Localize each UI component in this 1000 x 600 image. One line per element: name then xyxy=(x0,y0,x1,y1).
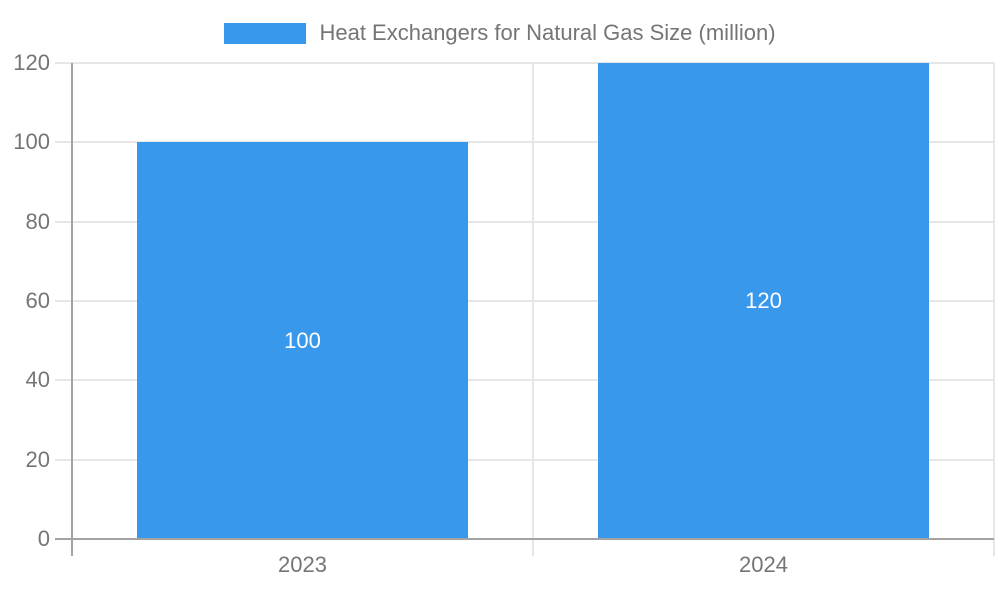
y-axis-tick-label: 60 xyxy=(25,288,50,313)
legend-swatch xyxy=(224,22,307,44)
x-axis-tick-label: 2023 xyxy=(278,552,327,577)
gridline-y xyxy=(55,220,994,223)
legend-title: Heat Exchangers for Natural Gas Size (mi… xyxy=(319,20,776,45)
x-axis-line xyxy=(55,538,994,540)
gridline-y xyxy=(55,458,994,461)
gridline-x xyxy=(532,63,534,556)
bar-2023[interactable] xyxy=(136,142,469,539)
y-axis-tick-label: 100 xyxy=(13,129,50,155)
gridline-y xyxy=(55,379,994,382)
bar-value-label: 100 xyxy=(284,327,321,353)
gridline-x xyxy=(993,63,995,556)
gridline-y xyxy=(55,62,994,64)
x-axis-tick-label: 2024 xyxy=(739,552,788,577)
y-axis-tick-label: 20 xyxy=(25,446,50,472)
y-axis-line xyxy=(71,63,73,556)
y-axis-tick-label: 120 xyxy=(13,50,50,75)
y-axis-tick-label: 0 xyxy=(37,526,50,551)
y-axis-tick-label: 40 xyxy=(25,367,50,393)
bar-value-label: 120 xyxy=(745,288,782,313)
legend[interactable]: Heat Exchangers for Natural Gas Size (mi… xyxy=(0,20,1000,46)
gridline-y xyxy=(55,300,994,302)
gridline-y xyxy=(55,141,994,144)
bar-2024[interactable] xyxy=(597,63,930,539)
y-axis-tick-label: 80 xyxy=(25,208,50,234)
